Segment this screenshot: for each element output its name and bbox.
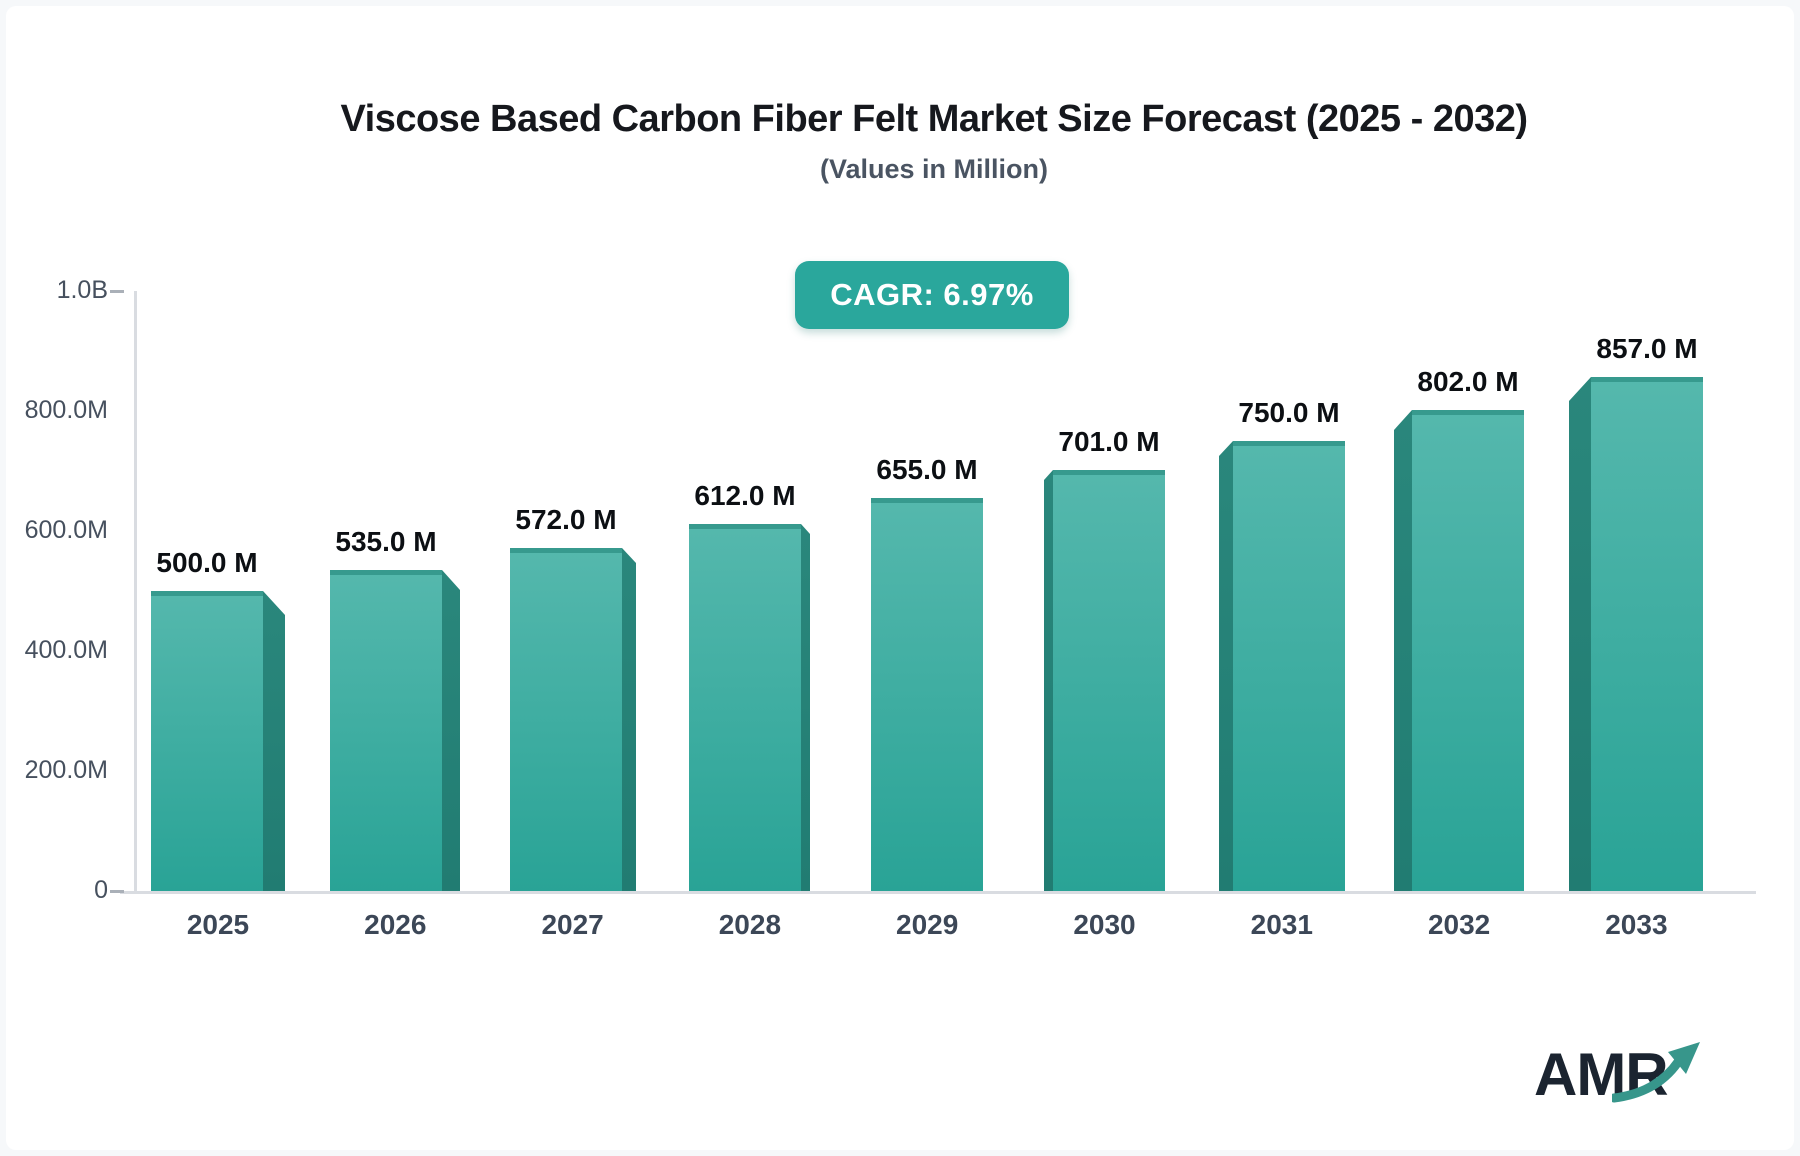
bar-side-face xyxy=(1569,377,1591,891)
x-axis-label: 2033 xyxy=(1605,909,1668,940)
logo-text: AMR xyxy=(1534,1041,1669,1108)
bar-side-face xyxy=(263,591,285,891)
bar-front-face xyxy=(151,591,263,891)
brand-logo: AMR xyxy=(1534,1036,1724,1126)
x-axis-label: 2030 xyxy=(1073,909,1136,940)
x-axis-label: 2027 xyxy=(541,909,604,940)
y-tick-mark xyxy=(110,290,124,293)
y-tick-label: 800.0M xyxy=(24,396,108,424)
y-axis-line xyxy=(134,291,137,892)
bar-value-label: 802.0 M xyxy=(1417,366,1519,397)
bar-value-label: 612.0 M xyxy=(694,480,796,511)
bar-value-label: 500.0 M xyxy=(156,547,258,578)
bar-front-face xyxy=(510,548,622,891)
plot-area: 1.0B 800.0M 600.0M 400.0M 200.0M 0 500.0 M 2025… xyxy=(6,6,1800,1156)
bar-front-face xyxy=(871,498,983,891)
bar-side-face xyxy=(1394,410,1412,891)
bar-value-label: 572.0 M xyxy=(515,504,617,535)
chart-subtitle: (Values in Million) xyxy=(819,154,1049,184)
bar[interactable]: 802.0 M xyxy=(1394,366,1524,891)
bar-side-face xyxy=(1044,470,1053,891)
y-tick-label: 200.0M xyxy=(24,756,108,784)
y-tick-label: 600.0M xyxy=(24,516,108,544)
bar-side-face xyxy=(622,548,636,891)
y-tick-label: 400.0M xyxy=(24,636,108,664)
bar-front-face xyxy=(330,570,442,891)
bar-side-face xyxy=(1219,441,1233,891)
cagr-badge-label: CAGR: 6.97% xyxy=(830,277,1034,312)
x-axis-label: 2032 xyxy=(1427,909,1491,940)
bar-front-face xyxy=(1053,470,1165,891)
bar[interactable]: 572.0 M xyxy=(510,504,636,891)
chart-title: Viscose Based Carbon Fiber Felt Market S… xyxy=(340,98,1528,140)
chart-card: Viscose Based Carbon Fiber Felt Market S… xyxy=(6,6,1794,1150)
bar-side-face xyxy=(442,570,460,891)
y-tick-label: 1.0B xyxy=(56,276,108,304)
bar[interactable]: 655.0 M xyxy=(871,454,983,891)
bar-value-label: 655.0 M xyxy=(876,454,978,485)
bar-value-label: 701.0 M xyxy=(1058,426,1160,457)
bar-value-label: 750.0 M xyxy=(1238,397,1340,428)
logo-arrow-icon xyxy=(1612,1042,1700,1103)
x-axis-label: 2025 xyxy=(186,909,250,940)
bar-front-face xyxy=(1591,377,1703,891)
bar[interactable]: 701.0 M xyxy=(1044,426,1165,891)
bar[interactable]: 750.0 M xyxy=(1219,397,1345,891)
bar-front-face xyxy=(689,524,801,891)
cagr-badge: CAGR: 6.97% xyxy=(795,261,1069,329)
bar-value-label: 857.0 M xyxy=(1596,333,1698,364)
bar-front-face xyxy=(1412,410,1524,891)
x-axis-label: 2031 xyxy=(1250,909,1313,940)
bar[interactable]: 500.0 M xyxy=(151,547,285,891)
bar[interactable]: 535.0 M xyxy=(330,526,460,891)
y-tick-mark xyxy=(110,890,124,893)
bar-front-face xyxy=(1233,441,1345,891)
bar[interactable]: 612.0 M xyxy=(689,480,810,891)
x-axis-label: 2029 xyxy=(896,909,959,940)
x-axis-line xyxy=(120,891,1756,894)
x-axis-label: 2026 xyxy=(364,909,427,940)
bar-value-label: 535.0 M xyxy=(335,526,437,557)
bar[interactable]: 857.0 M xyxy=(1569,333,1703,891)
bar-side-face xyxy=(801,524,810,891)
y-tick-label: 0 xyxy=(94,876,108,904)
x-axis-label: 2028 xyxy=(718,909,782,940)
